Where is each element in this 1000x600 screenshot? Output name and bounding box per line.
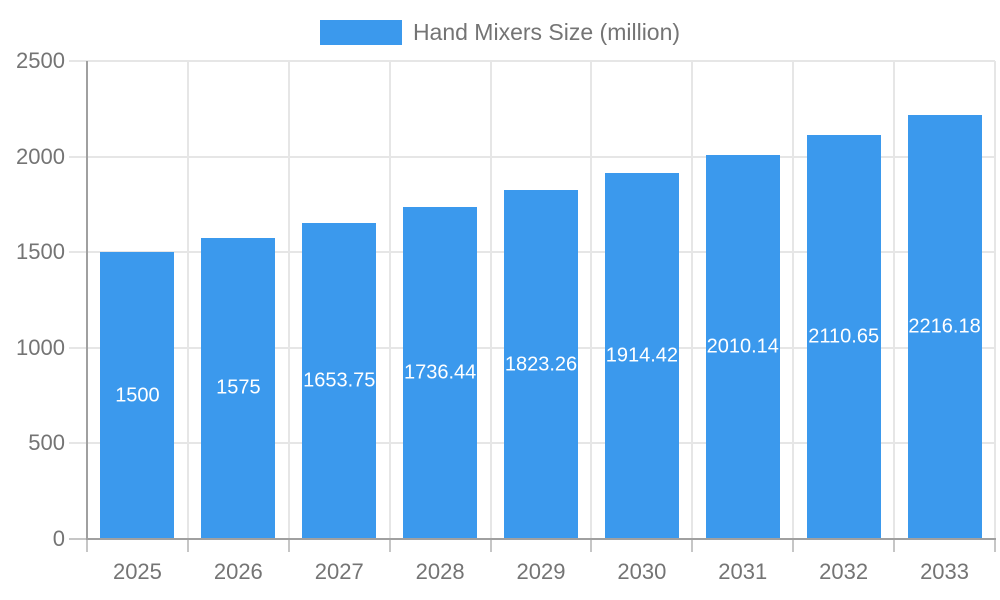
x-axis-tick — [287, 540, 290, 552]
gridline-vertical — [186, 61, 189, 539]
x-axis-label: 2025 — [112, 559, 162, 584]
bar[interactable]: 1575 — [201, 237, 276, 539]
gridline-vertical — [489, 61, 492, 539]
x-axis-tick — [792, 540, 795, 552]
legend-swatch — [319, 20, 402, 45]
x-axis-label: 2033 — [920, 559, 970, 584]
y-axis-tick — [69, 538, 87, 540]
x-axis-tick — [388, 540, 391, 552]
gridline-vertical — [893, 61, 896, 539]
bar-value-label: 2110.65 — [808, 325, 880, 348]
bar[interactable]: 1736.44 — [403, 207, 478, 539]
bar-value-label: 1914.42 — [605, 344, 679, 367]
bar[interactable]: 1653.75 — [302, 222, 377, 539]
x-axis-tick — [186, 540, 189, 552]
y-axis-label: 500 — [28, 430, 65, 456]
y-axis-label: 1000 — [16, 334, 65, 360]
x-axis-tick — [994, 540, 996, 552]
gridline-horizontal — [69, 60, 995, 62]
bar-value-label: 1823.26 — [504, 353, 578, 376]
gridline-vertical — [994, 61, 996, 539]
x-axis-tick — [893, 540, 896, 552]
x-axis-label: 2027 — [314, 559, 364, 584]
legend[interactable]: Hand Mixers Size (million) — [0, 19, 1000, 46]
x-axis-tick — [590, 540, 593, 552]
gridline-vertical — [287, 61, 290, 539]
y-axis-label: 0 — [52, 526, 65, 551]
gridline-vertical — [388, 61, 391, 539]
gridline-vertical — [792, 61, 795, 539]
bar[interactable]: 1500 — [100, 252, 175, 539]
x-axis-line — [86, 538, 996, 540]
x-axis-tick — [489, 540, 492, 552]
gridline-vertical — [691, 61, 694, 539]
x-axis-tick — [86, 540, 88, 552]
legend-label: Hand Mixers Size (million) — [412, 19, 681, 45]
x-axis-label: 2026 — [213, 559, 263, 584]
y-axis-label: 1500 — [16, 239, 65, 265]
bar-value-label: 1736.44 — [403, 361, 477, 384]
x-axis-label: 2031 — [718, 559, 768, 584]
bar[interactable]: 2216.18 — [907, 115, 982, 539]
bar-value-label: 1653.75 — [303, 369, 376, 392]
x-axis-label: 2030 — [617, 559, 667, 584]
bar-value-label: 2216.18 — [908, 315, 981, 338]
bar[interactable]: 2010.14 — [705, 154, 780, 539]
bar-value-label: 1575 — [216, 376, 261, 399]
x-axis-label: 2029 — [516, 559, 566, 584]
bar-value-label: 1500 — [115, 384, 160, 407]
y-axis-line — [86, 61, 88, 539]
bar-value-label: 2010.14 — [706, 335, 779, 358]
y-axis-label: 2000 — [16, 143, 65, 169]
gridline-horizontal — [69, 155, 995, 158]
bar[interactable]: 1823.26 — [504, 190, 578, 539]
gridline-vertical — [590, 61, 593, 539]
x-axis-tick — [691, 540, 694, 552]
y-axis-label: 2500 — [16, 48, 65, 73]
bar[interactable]: 1914.42 — [604, 172, 679, 539]
x-axis-label: 2028 — [415, 559, 465, 584]
x-axis-label: 2032 — [819, 559, 869, 584]
plot-area: 1500 1575 1653.75 1736.44 1823.26 1914.42 2010… — [69, 60, 996, 552]
bar[interactable]: 2110.65 — [806, 135, 881, 539]
